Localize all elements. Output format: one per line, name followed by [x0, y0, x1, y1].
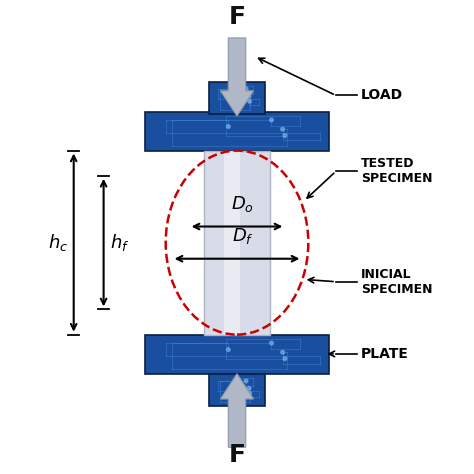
Circle shape — [247, 94, 251, 98]
Text: $D_f$: $D_f$ — [232, 226, 254, 246]
Circle shape — [283, 357, 287, 360]
Text: $h_f$: $h_f$ — [110, 232, 129, 253]
Bar — [210, 82, 264, 114]
Circle shape — [244, 87, 248, 91]
Circle shape — [227, 125, 230, 128]
Circle shape — [233, 92, 237, 96]
Bar — [204, 151, 270, 335]
FancyArrow shape — [220, 374, 254, 447]
Text: LOAD: LOAD — [361, 89, 403, 102]
Circle shape — [227, 348, 230, 351]
FancyArrow shape — [220, 38, 254, 116]
Text: $D_o$: $D_o$ — [231, 194, 254, 214]
Circle shape — [248, 100, 251, 103]
Bar — [145, 335, 329, 374]
Circle shape — [233, 384, 237, 388]
Bar — [224, 151, 240, 335]
Text: PLATE: PLATE — [361, 347, 409, 361]
Bar — [145, 111, 329, 151]
Circle shape — [248, 392, 251, 395]
Bar — [210, 374, 264, 406]
Text: F: F — [228, 5, 246, 29]
Text: F: F — [228, 443, 246, 467]
Text: $h_c$: $h_c$ — [47, 232, 68, 253]
Circle shape — [281, 350, 284, 354]
Circle shape — [270, 341, 273, 345]
Circle shape — [283, 134, 287, 137]
Text: TESTED
SPECIMEN: TESTED SPECIMEN — [361, 157, 433, 185]
Text: INICIAL
SPECIMEN: INICIAL SPECIMEN — [361, 268, 433, 296]
Circle shape — [247, 386, 251, 390]
Circle shape — [270, 118, 273, 122]
Circle shape — [281, 128, 284, 131]
Circle shape — [244, 379, 248, 383]
